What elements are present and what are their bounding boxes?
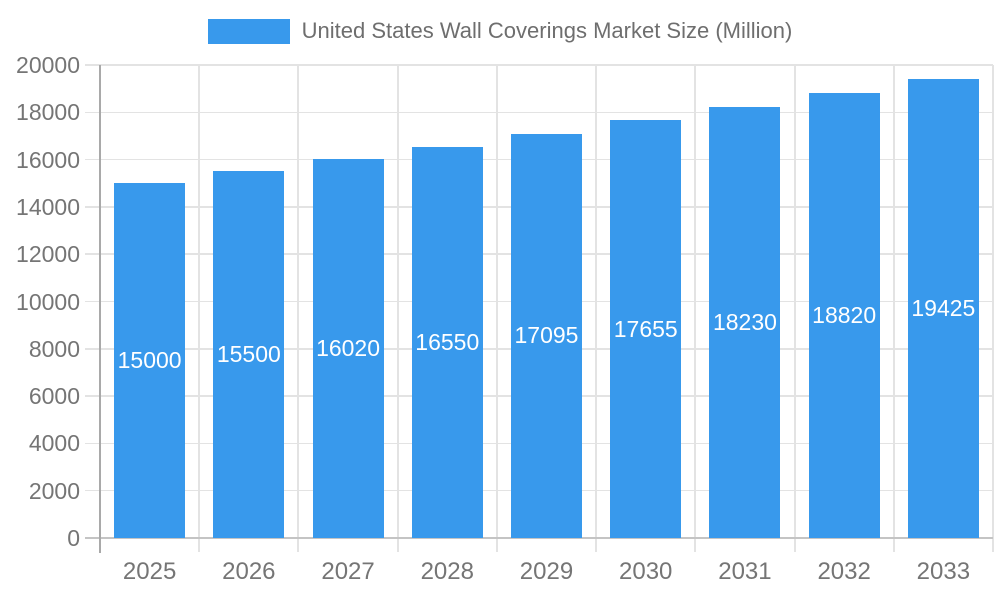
- y-axis-tick-label: 20000: [16, 52, 80, 78]
- y-axis-tick-label: 8000: [28, 335, 80, 362]
- bar-value-label: 16020: [316, 335, 381, 362]
- bar[interactable]: 17095: [511, 133, 582, 538]
- y-axis-tick-label: 12000: [16, 241, 80, 268]
- legend-label: United States Wall Coverings Market Size…: [301, 18, 793, 43]
- y-axis-tick-label: 2000: [28, 477, 80, 504]
- y-axis-tick-label: 18000: [16, 99, 80, 126]
- bar[interactable]: 16020: [312, 159, 384, 538]
- x-axis-tick-label: 2029: [519, 558, 574, 585]
- x-gridline: [793, 65, 796, 552]
- x-axis-tick-label: 2028: [420, 558, 474, 585]
- bar-value-label: 16550: [415, 328, 480, 355]
- x-axis-tick-label: 2032: [817, 558, 871, 585]
- x-axis-tick-label: 2025: [122, 558, 177, 585]
- bar-value-label: 17655: [613, 315, 678, 342]
- bar[interactable]: 19425: [907, 78, 979, 538]
- bar[interactable]: 16550: [411, 146, 483, 538]
- x-axis-tick-label: 2033: [916, 558, 971, 585]
- x-axis-tick-label: 2031: [718, 558, 772, 585]
- x-gridline: [396, 65, 399, 552]
- x-axis-tick-label: 2026: [222, 558, 276, 585]
- y-axis-tick-label: 16000: [16, 146, 80, 173]
- bar-value-label: 18820: [812, 301, 877, 328]
- bar-value-label: 15000: [117, 347, 182, 374]
- bar[interactable]: 15000: [114, 183, 186, 538]
- bar-value-label: 15500: [216, 341, 281, 368]
- x-gridline: [694, 65, 697, 552]
- y-gridline: [85, 64, 993, 66]
- bar[interactable]: 18230: [709, 106, 781, 538]
- bar[interactable]: 15500: [213, 171, 285, 538]
- bar-value-label: 19425: [911, 294, 976, 321]
- bar[interactable]: 18820: [808, 92, 880, 538]
- x-gridline: [495, 65, 498, 552]
- x-axis-line: [85, 537, 993, 539]
- bar-value-label: 17095: [514, 322, 579, 349]
- x-gridline: [992, 65, 994, 552]
- bar-value-label: 18230: [712, 308, 777, 335]
- x-gridline: [297, 65, 300, 552]
- bar[interactable]: 17655: [610, 120, 682, 538]
- y-axis-tick-label: 6000: [28, 383, 80, 410]
- legend-swatch: [207, 18, 290, 44]
- x-axis-tick-label: 2030: [619, 558, 673, 585]
- x-gridline: [198, 65, 201, 552]
- y-gridline: [85, 111, 993, 114]
- y-axis-tick-label: 10000: [16, 288, 80, 315]
- x-gridline: [892, 65, 895, 552]
- x-axis-tick-label: 2027: [321, 558, 375, 585]
- y-axis-tick-label: 4000: [28, 430, 80, 457]
- legend[interactable]: United States Wall Coverings Market Size…: [0, 18, 1000, 44]
- y-axis-tick-label: 0: [67, 525, 80, 551]
- x-gridline: [595, 65, 598, 552]
- y-axis-line: [98, 65, 101, 553]
- y-axis-tick-label: 14000: [16, 193, 80, 220]
